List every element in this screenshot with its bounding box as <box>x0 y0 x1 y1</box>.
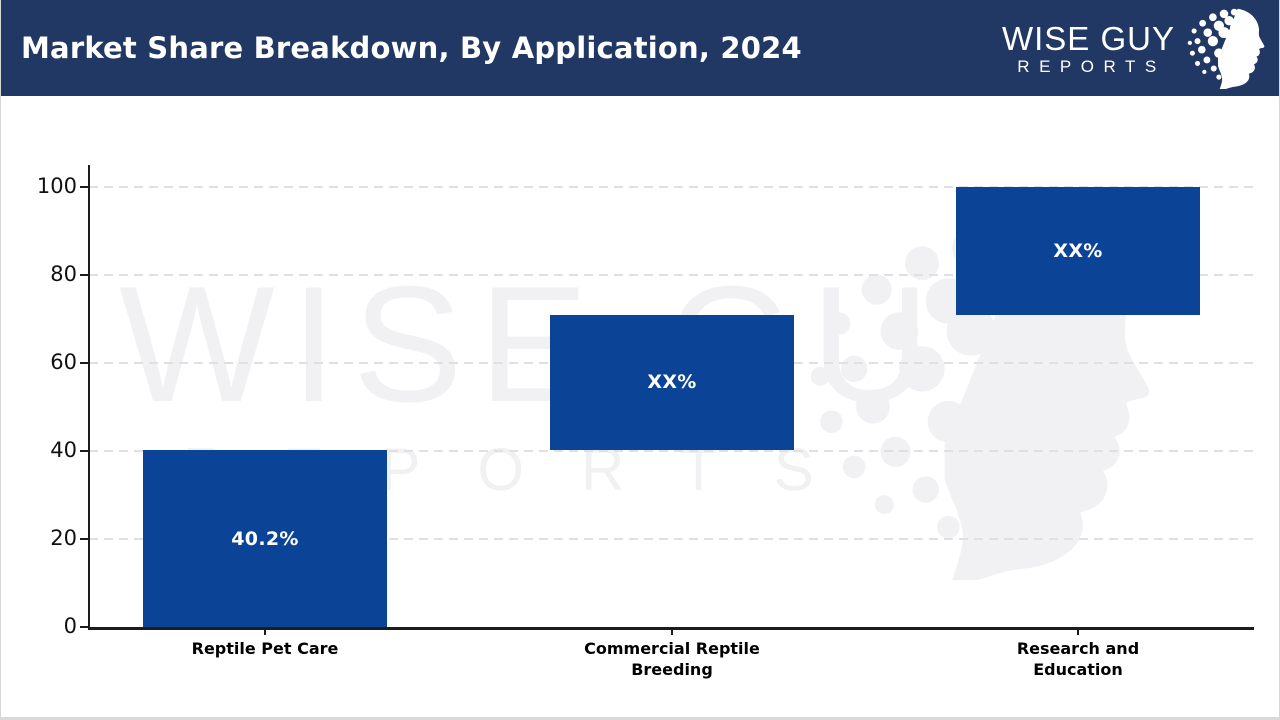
x-tick-mark-1 <box>264 627 266 635</box>
y-tick-label-20: 20 <box>50 526 77 550</box>
bar-value-label-3: XX% <box>1053 239 1103 262</box>
x-axis-line <box>88 627 1254 630</box>
bar-segment-1: 40.2% <box>143 450 387 627</box>
x-category-label-3: Research and Education <box>1016 639 1140 679</box>
y-tick-label-100: 100 <box>36 174 77 198</box>
x-category-label-2: Commercial Reptile Breeding <box>584 639 760 679</box>
page-title: Market Share Breakdown, By Application, … <box>21 31 802 65</box>
bar-segment-2: XX% <box>550 314 794 451</box>
bar-segment-3: XX% <box>956 187 1200 315</box>
y-tick-label-0: 0 <box>63 614 77 638</box>
bar-value-label-1: 40.2% <box>231 527 299 550</box>
y-tick-mark-0 <box>80 626 89 628</box>
y-tick-mark-80 <box>80 274 89 276</box>
gridline-80 <box>89 274 1254 276</box>
plot: 0 20 40 60 80 100 40.2% XX% XX% Reptile Pet Care C… <box>1 96 1279 717</box>
y-tick-mark-40 <box>80 450 89 452</box>
logo-text: WISE GUY REPORTS <box>1002 22 1175 75</box>
y-tick-mark-60 <box>80 362 89 364</box>
x-category-label-1: Reptile Pet Care <box>191 639 339 658</box>
logo-wiseguy-text: WISE GUY <box>1001 19 1175 57</box>
gridline-20 <box>89 538 1254 540</box>
header-bar: Market Share Breakdown, By Application, … <box>1 0 1279 96</box>
x-tick-mark-2 <box>671 627 673 635</box>
bar-value-label-2: XX% <box>647 371 697 394</box>
y-tick-mark-100 <box>80 186 89 188</box>
y-axis-line <box>88 165 90 630</box>
y-tick-label-40: 40 <box>50 438 77 462</box>
y-tick-mark-20 <box>80 538 89 540</box>
logo-face-icon <box>1187 8 1265 89</box>
wise-guy-reports-logo: WISE GUY REPORTS <box>1002 7 1267 89</box>
y-tick-label-80: 80 <box>50 262 77 286</box>
logo-reports-text: REPORTS <box>1017 56 1166 76</box>
gridline-40 <box>89 450 1254 452</box>
chart-area: WISE GUY REPORTS 0 20 40 60 80 100 40.2% XX% XX%… <box>1 96 1279 717</box>
y-tick-label-60: 60 <box>50 350 77 374</box>
x-tick-mark-3 <box>1077 627 1079 635</box>
gridline-100 <box>89 186 1254 188</box>
